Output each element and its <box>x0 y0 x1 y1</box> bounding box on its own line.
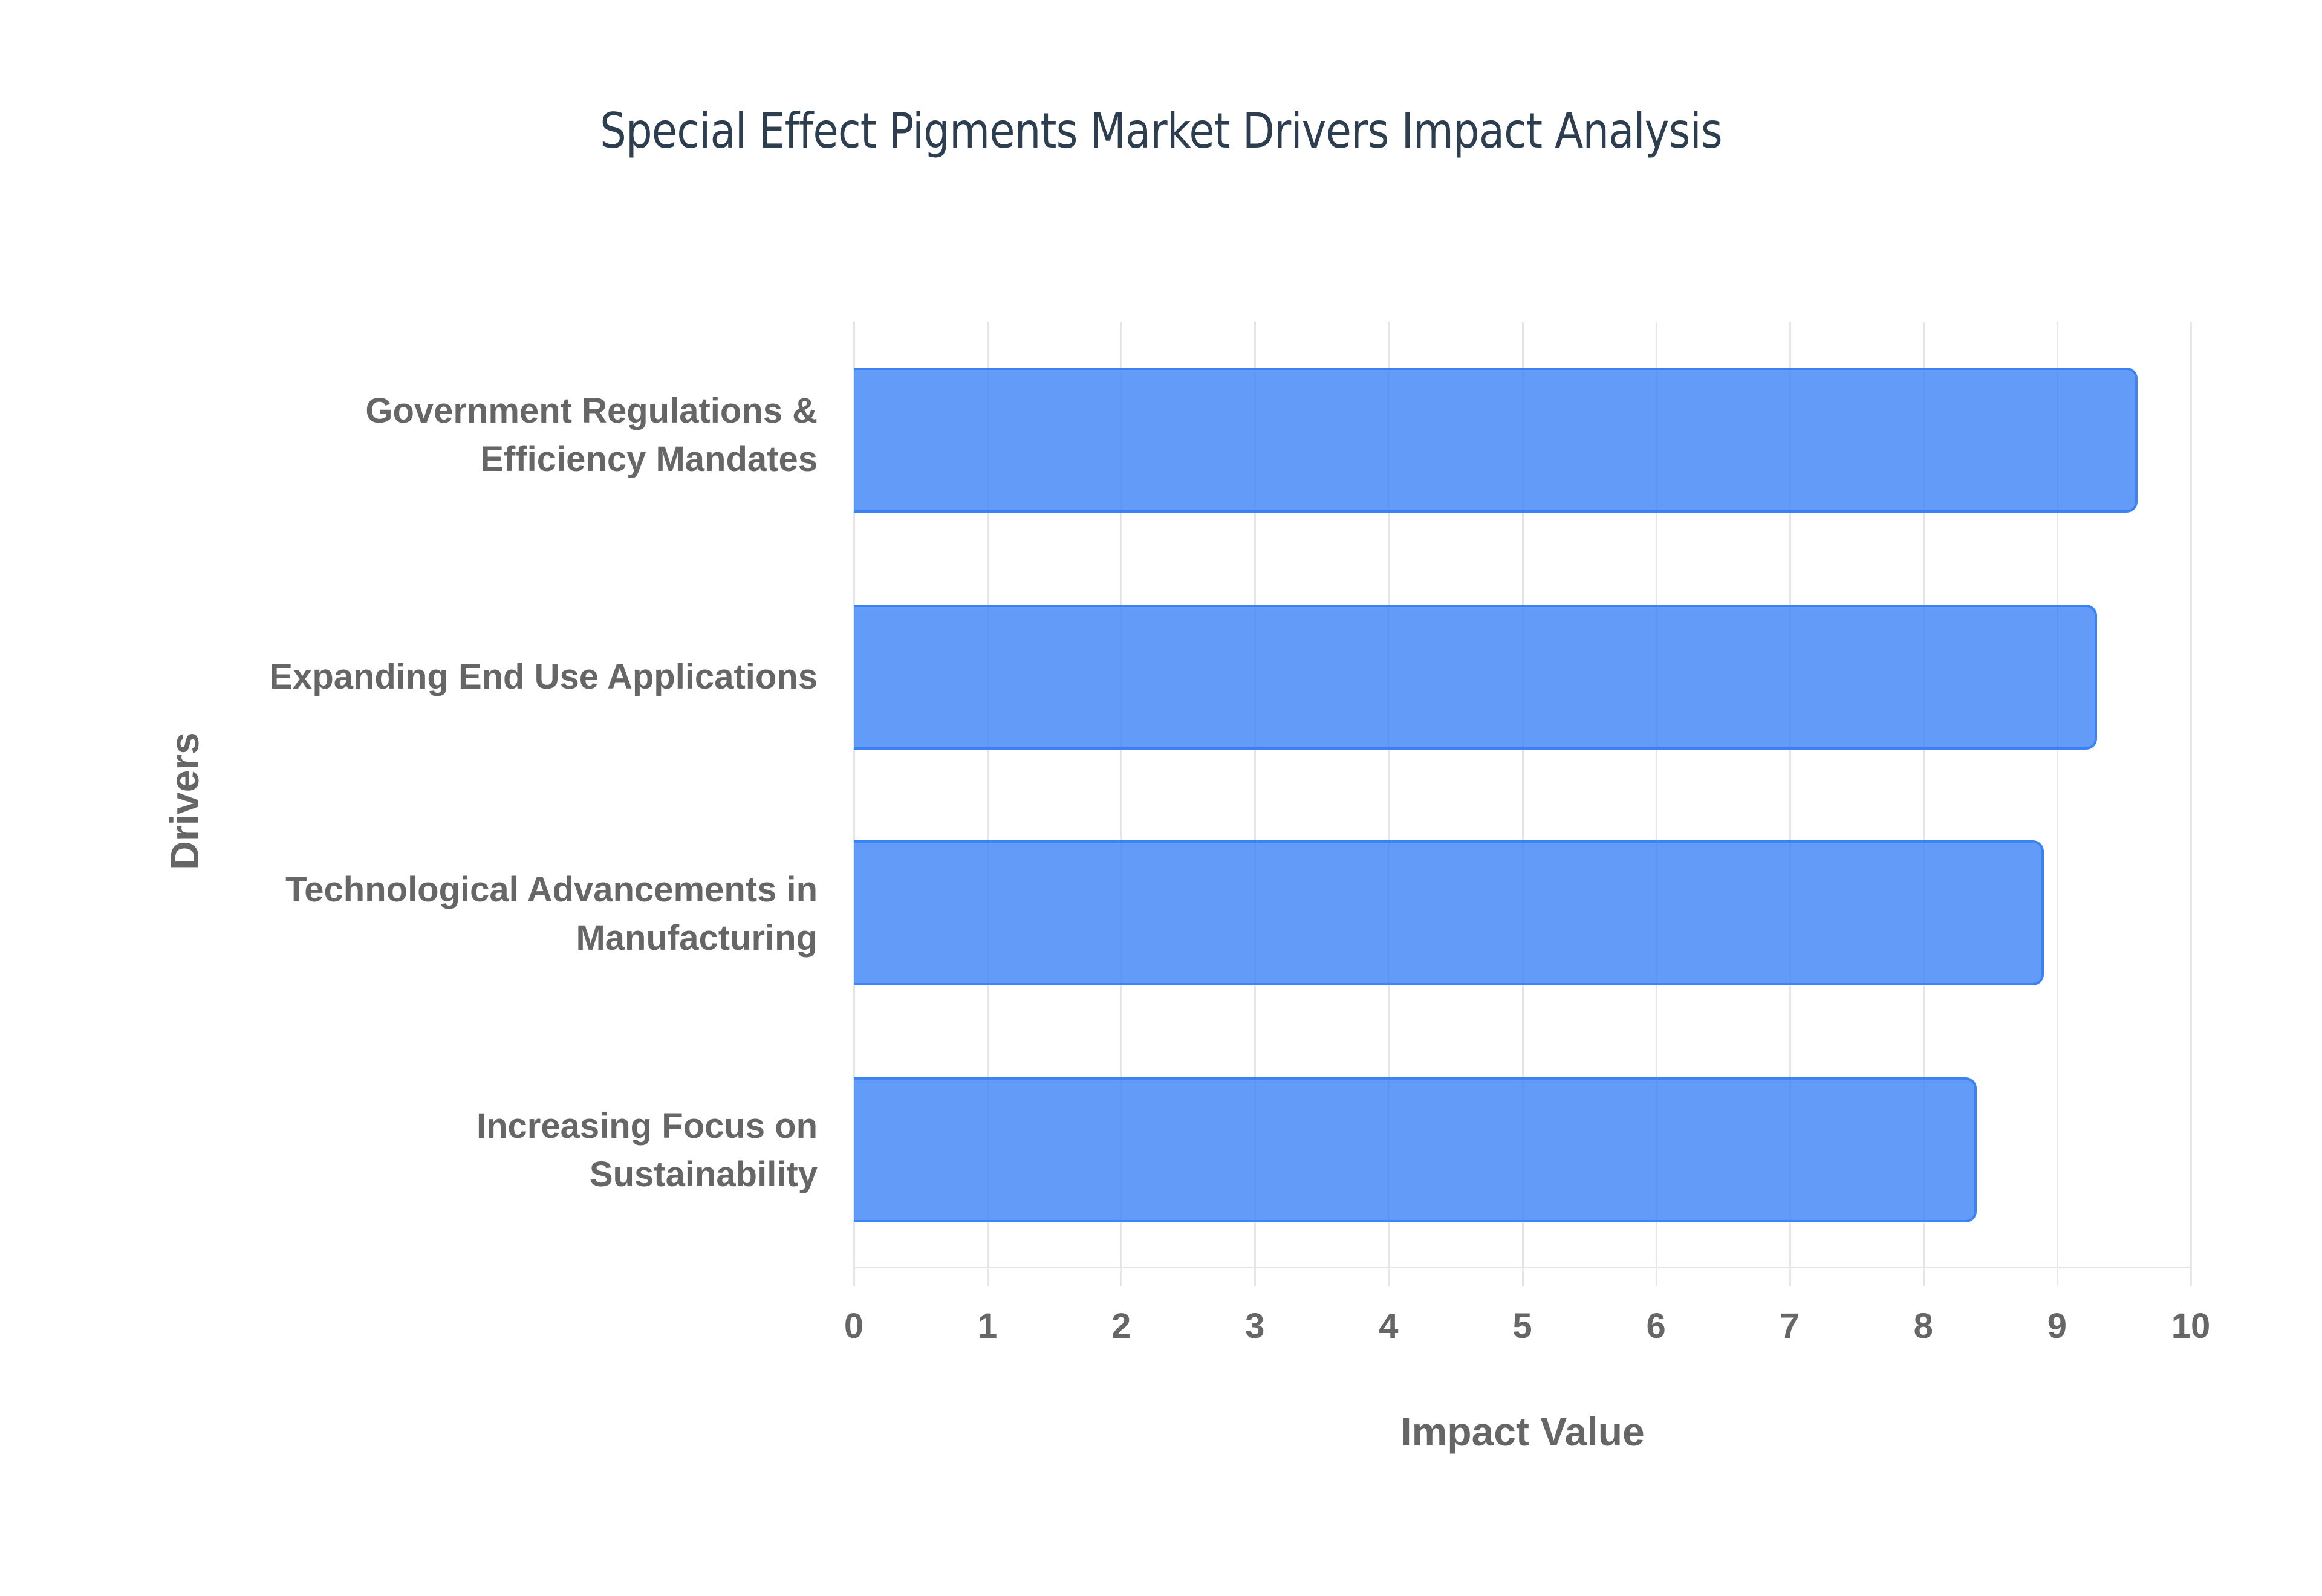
category-label-expanding-end-use: Expanding End Use Applications <box>152 653 818 701</box>
category-label-line: Expanding End Use Applications <box>269 657 818 696</box>
category-label-line: Technological Advancements in <box>285 870 818 909</box>
x-tick-label: 8 <box>1913 1306 1933 1346</box>
gridline <box>1254 322 1257 1286</box>
gridline <box>987 322 989 1286</box>
x-tick-label: 6 <box>1646 1306 1666 1346</box>
gridline <box>2056 322 2058 1286</box>
gridline <box>853 322 855 1286</box>
gridline <box>1789 322 1791 1286</box>
plot-area <box>853 322 2192 1286</box>
x-tick-label: 1 <box>977 1306 998 1346</box>
category-label-line: Increasing Focus on <box>476 1106 818 1146</box>
bar[interactable] <box>854 368 2138 513</box>
x-tick-label: 10 <box>2171 1306 2211 1346</box>
category-label-line: Sustainability <box>589 1155 818 1194</box>
gridline <box>2190 322 2192 1286</box>
bar[interactable] <box>854 1077 1977 1222</box>
chart-title: Special Effect Pigments Market Drivers I… <box>600 103 1723 159</box>
category-label-line: Government Regulations & <box>365 391 818 430</box>
x-tick-label: 3 <box>1245 1306 1265 1346</box>
x-tick-label: 9 <box>2047 1306 2067 1346</box>
bar[interactable] <box>854 605 2098 750</box>
x-tick-label: 5 <box>1512 1306 1532 1346</box>
gridline <box>1655 322 1657 1286</box>
category-label-line: Efficiency Mandates <box>480 440 818 479</box>
x-tick-label: 7 <box>1780 1306 1800 1346</box>
category-label-line: Manufacturing <box>576 918 818 958</box>
y-axis-label: Drivers <box>162 732 207 870</box>
x-tick-label: 4 <box>1379 1306 1399 1346</box>
gridline <box>1388 322 1390 1286</box>
category-label-technological-advancements: Technological Advancements in Manufactur… <box>152 866 818 962</box>
x-axis-label: Impact Value <box>1400 1409 1645 1454</box>
bar[interactable] <box>854 840 2044 985</box>
gridline <box>1120 322 1123 1286</box>
gridline <box>1521 322 1524 1286</box>
gridline <box>1922 322 1925 1286</box>
x-tick-label: 0 <box>844 1306 864 1346</box>
category-label-government-regulations: Government Regulations & Efficiency Mand… <box>152 387 818 484</box>
category-label-sustainability: Increasing Focus on Sustainability <box>152 1102 818 1199</box>
x-tick-label: 2 <box>1111 1306 1131 1346</box>
